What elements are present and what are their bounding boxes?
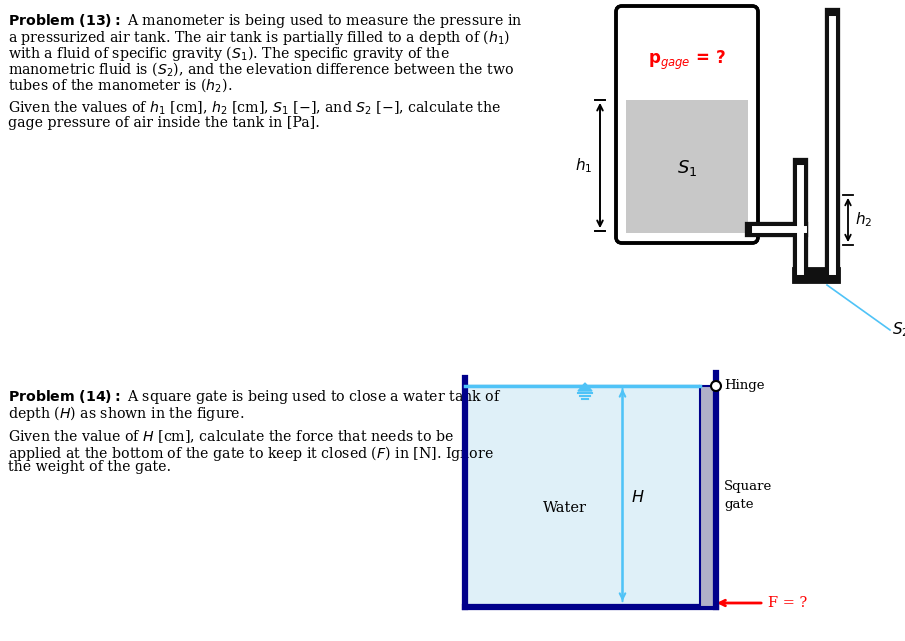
Text: F = ?: F = ? <box>768 596 807 610</box>
Circle shape <box>711 381 721 391</box>
Text: applied at the bottom of the gate to keep it closed ($F$) in [N]. Ignore: applied at the bottom of the gate to kee… <box>8 444 494 463</box>
Text: $\mathbf{Problem\ (14):}$ A square gate is being used to close a water tank of: $\mathbf{Problem\ (14):}$ A square gate … <box>8 388 501 406</box>
Text: Square: Square <box>724 480 772 493</box>
FancyBboxPatch shape <box>616 6 758 243</box>
Text: Hinge: Hinge <box>724 379 765 392</box>
Text: $\mathbf{p}_{gage}$ = ?: $\mathbf{p}_{gage}$ = ? <box>648 49 726 72</box>
Text: $S_1$: $S_1$ <box>677 158 697 178</box>
Text: with a fluid of specific gravity ($S_1$). The specific gravity of the: with a fluid of specific gravity ($S_1$)… <box>8 44 450 63</box>
Text: gage pressure of air inside the tank in [Pa].: gage pressure of air inside the tank in … <box>8 116 319 130</box>
Bar <box>700 386 716 607</box>
Text: manometric fluid is ($S_2$), and the elevation difference between the two: manometric fluid is ($S_2$), and the ele… <box>8 60 514 78</box>
Text: gate: gate <box>724 498 754 511</box>
Text: $h_1$: $h_1$ <box>575 156 592 175</box>
Bar <box>468 384 700 605</box>
Text: $H$: $H$ <box>631 488 644 504</box>
Text: tubes of the manometer is ($h_2$).: tubes of the manometer is ($h_2$). <box>8 76 233 94</box>
Text: depth ($H$) as shown in the figure.: depth ($H$) as shown in the figure. <box>8 404 244 423</box>
Text: Water: Water <box>543 501 587 515</box>
Text: a pressurized air tank. The air tank is partially filled to a depth of ($h_1$): a pressurized air tank. The air tank is … <box>8 28 510 47</box>
Polygon shape <box>578 383 592 391</box>
Text: $\mathbf{Problem\ (13):}$ A manometer is being used to measure the pressure in: $\mathbf{Problem\ (13):}$ A manometer is… <box>8 12 522 30</box>
Text: Given the values of $h_1$ [cm], $h_2$ [cm], $S_1$ [$-$], and $S_2$ [$-$], calcul: Given the values of $h_1$ [cm], $h_2$ [c… <box>8 100 501 117</box>
Bar <box>626 100 748 233</box>
Text: $h_2$: $h_2$ <box>855 211 872 229</box>
Text: the weight of the gate.: the weight of the gate. <box>8 460 171 474</box>
Text: $S_2$: $S_2$ <box>892 320 905 339</box>
Text: Given the value of $H$ [cm], calculate the force that needs to be: Given the value of $H$ [cm], calculate t… <box>8 428 454 445</box>
